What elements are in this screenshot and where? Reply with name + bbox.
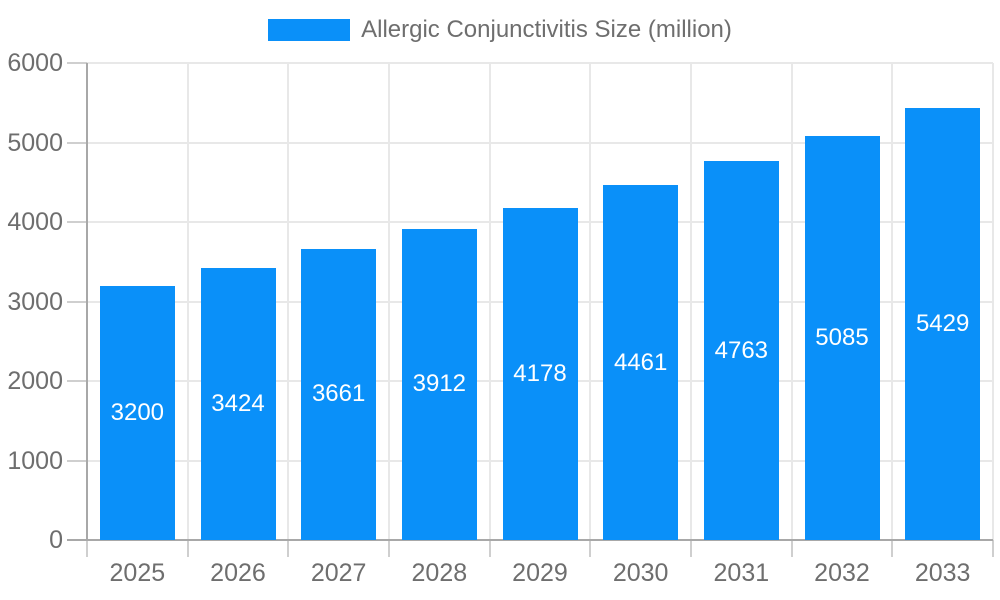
x-axis-tick: [488, 540, 491, 557]
y-axis-label: 0: [49, 526, 63, 554]
legend-swatch: [268, 19, 351, 41]
x-axis-label: 2031: [713, 559, 770, 587]
x-axis-tick: [690, 540, 692, 557]
x-gridline: [790, 63, 793, 540]
x-axis-tick: [186, 540, 189, 557]
bar-2033[interactable]: [905, 108, 981, 540]
x-axis-line: [67, 539, 993, 541]
y-axis-tick: [67, 300, 87, 303]
x-gridline: [488, 63, 491, 540]
bar-value-label: 3912: [412, 370, 467, 398]
x-gridline: [891, 63, 894, 540]
bar-2030[interactable]: [603, 185, 679, 540]
bar-value-label: 5429: [915, 310, 970, 338]
bar-value-label: 4763: [714, 336, 769, 364]
x-axis-label: 2025: [109, 559, 166, 587]
y-gridline: [87, 62, 993, 64]
y-gridline: [87, 141, 993, 144]
y-axis-tick: [67, 459, 87, 462]
y-axis-label: 6000: [7, 49, 63, 77]
bar-2031[interactable]: [703, 161, 779, 540]
bar-2028[interactable]: [401, 228, 477, 540]
x-axis-tick: [287, 540, 290, 557]
bar-value-label: 4178: [513, 359, 567, 387]
y-axis-label: 3000: [7, 287, 63, 316]
bar-2029[interactable]: [502, 207, 578, 540]
x-axis-tick: [790, 540, 793, 557]
x-gridline: [287, 63, 290, 540]
x-axis-tick: [992, 540, 994, 557]
x-axis-label: 2028: [411, 559, 468, 587]
legend[interactable]: Allergic Conjunctivitis Size (million): [0, 16, 1000, 44]
bar-value-label: 3424: [211, 389, 265, 417]
x-axis-tick: [891, 540, 894, 557]
x-axis-label: 2030: [612, 559, 669, 587]
legend-label: Allergic Conjunctivitis Size (million): [361, 16, 732, 43]
bar-value-label: 3661: [311, 380, 366, 408]
x-axis-label: 2029: [512, 559, 568, 587]
x-gridline: [388, 63, 390, 540]
x-axis-tick: [388, 540, 390, 557]
x-gridline: [186, 63, 189, 540]
bar-2025[interactable]: [99, 285, 175, 540]
bar-value-label: 3200: [110, 398, 165, 426]
x-axis-label: 2027: [310, 559, 367, 587]
y-axis-tick: [67, 380, 87, 382]
x-gridline: [992, 63, 994, 540]
y-axis-label: 1000: [7, 446, 63, 475]
bar-2032[interactable]: [804, 135, 880, 540]
y-axis-tick: [67, 62, 87, 64]
x-gridline: [690, 63, 692, 540]
y-axis-line: [86, 63, 88, 540]
x-axis-tick: [589, 540, 592, 557]
x-gridline: [589, 63, 592, 540]
x-axis-label: 2026: [210, 559, 266, 587]
y-axis-label: 2000: [7, 367, 63, 395]
y-axis-label: 4000: [7, 208, 63, 236]
y-axis-tick: [67, 221, 87, 223]
y-axis-label: 5000: [7, 128, 63, 157]
bar-value-label: 5085: [815, 323, 869, 351]
bar-value-label: 4461: [613, 348, 668, 376]
x-axis-tick: [86, 540, 88, 557]
bar-2026[interactable]: [200, 267, 276, 540]
y-axis-tick: [67, 141, 87, 144]
x-axis-label: 2032: [814, 559, 870, 587]
bar-2027[interactable]: [301, 248, 377, 540]
x-axis-label: 2033: [914, 559, 971, 587]
